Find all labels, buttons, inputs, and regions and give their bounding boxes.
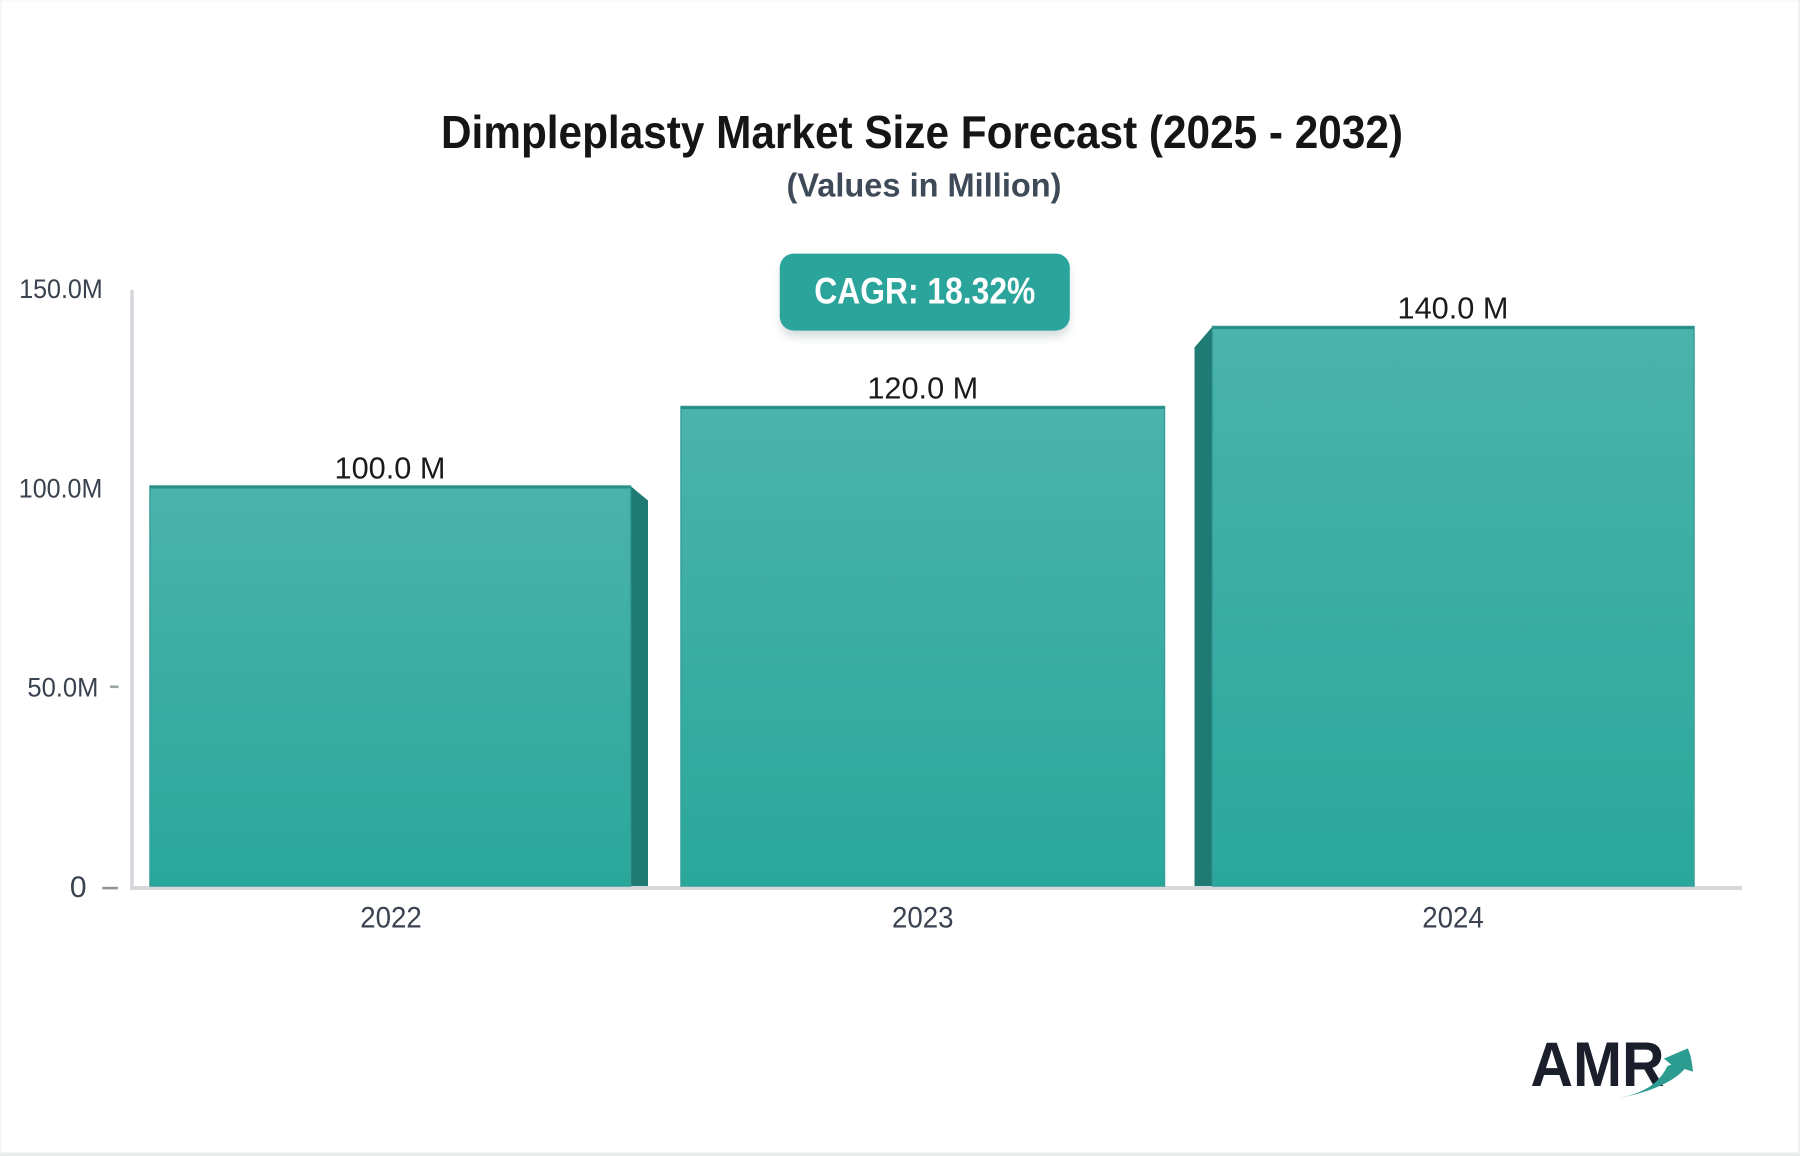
svg-text:(Values in Million): (Values in Million) [787,168,1062,205]
svg-text:120.0 M: 120.0 M [867,371,978,406]
svg-text:2024: 2024 [1422,902,1484,935]
svg-text:100.0M: 100.0M [19,474,103,504]
svg-text:2023: 2023 [892,902,954,935]
svg-text:2022: 2022 [360,902,422,935]
svg-text:AMR: AMR [1531,1030,1665,1100]
svg-text:140.0 M: 140.0 M [1398,291,1509,326]
svg-text:50.0M: 50.0M [27,673,98,703]
svg-text:100.0 M: 100.0 M [335,451,446,486]
svg-text:0: 0 [70,871,87,904]
svg-text:Dimpleplasty Market Size Forec: Dimpleplasty Market Size Forecast (2025 … [441,106,1403,158]
svg-text:150.0M: 150.0M [19,274,103,304]
svg-text:CAGR: 18.32%: CAGR: 18.32% [814,270,1035,311]
